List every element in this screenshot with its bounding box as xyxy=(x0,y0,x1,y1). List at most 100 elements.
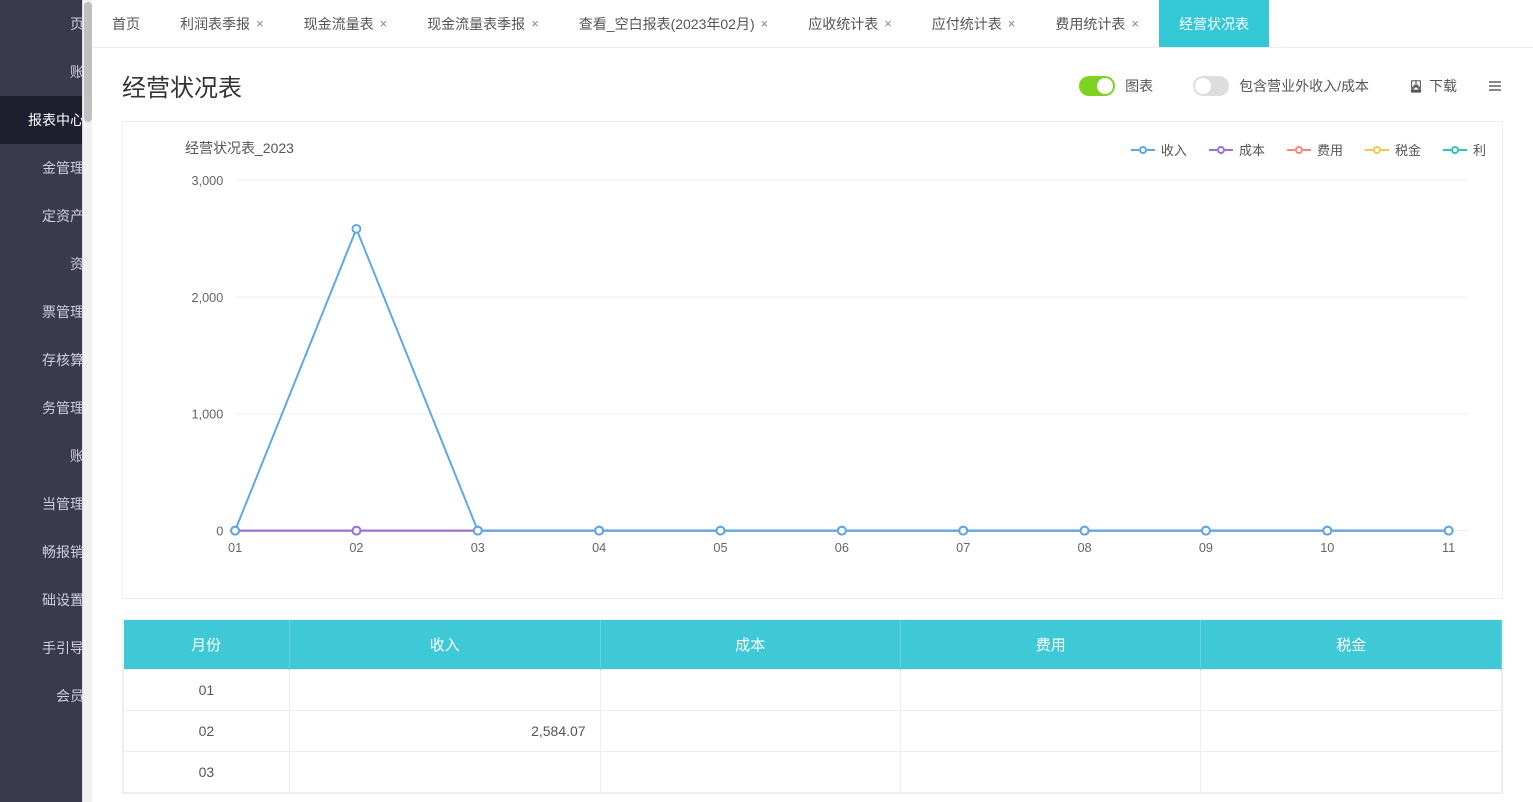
sidebar-item-3[interactable]: 金管理 xyxy=(0,144,92,192)
table-cell xyxy=(901,670,1201,711)
table-cell xyxy=(600,752,900,793)
legend-label: 费用 xyxy=(1317,140,1343,159)
svg-text:03: 03 xyxy=(471,540,485,555)
tab-2[interactable]: 现金流量表 × xyxy=(284,0,408,47)
svg-text:02: 02 xyxy=(349,540,363,555)
line-chart: 01,0002,0003,0000102030405060708091011 xyxy=(147,166,1478,586)
legend-label: 利 xyxy=(1473,140,1486,159)
legend-item[interactable]: 税金 xyxy=(1365,140,1421,159)
tab-0[interactable]: 首页 xyxy=(92,0,160,47)
tab-label: 利润表季报 xyxy=(180,14,250,34)
column-header: 成本 xyxy=(600,620,900,670)
table-cell: 02 xyxy=(124,711,290,752)
sidebar-item-1[interactable]: 账 xyxy=(0,48,92,96)
sidebar-item-10[interactable]: 当管理 xyxy=(0,480,92,528)
tab-label: 查看_空白报表(2023年02月) xyxy=(579,14,755,34)
column-header: 费用 xyxy=(901,620,1201,670)
close-icon[interactable]: × xyxy=(256,16,264,31)
sidebar-item-6[interactable]: 票管理 xyxy=(0,288,92,336)
table-cell xyxy=(1201,752,1502,793)
tab-label: 首页 xyxy=(112,14,140,34)
table-cell: 03 xyxy=(124,752,290,793)
svg-text:09: 09 xyxy=(1199,540,1213,555)
tab-label: 应付统计表 xyxy=(932,14,1002,34)
tab-label: 应收统计表 xyxy=(808,14,878,34)
legend-label: 成本 xyxy=(1239,140,1265,159)
table-cell xyxy=(600,670,900,711)
legend-item[interactable]: 利 xyxy=(1443,140,1486,159)
table-cell xyxy=(901,711,1201,752)
sidebar-item-4[interactable]: 定资产 xyxy=(0,192,92,240)
tab-label: 现金流量表季报 xyxy=(427,14,525,34)
table-cell: 01 xyxy=(124,670,290,711)
download-button[interactable]: 下载 xyxy=(1409,76,1457,96)
sidebar-item-5[interactable]: 资 xyxy=(0,240,92,288)
table-row: 03 xyxy=(124,752,1502,793)
svg-text:0: 0 xyxy=(216,524,223,539)
svg-text:04: 04 xyxy=(592,540,606,555)
close-icon[interactable]: × xyxy=(884,16,892,31)
legend-item[interactable]: 成本 xyxy=(1209,140,1265,159)
svg-text:11: 11 xyxy=(1442,540,1455,555)
table-cell: 2,584.07 xyxy=(289,711,600,752)
svg-text:01: 01 xyxy=(228,540,242,555)
column-header: 税金 xyxy=(1201,620,1502,670)
tab-label: 现金流量表 xyxy=(304,14,374,34)
legend-item[interactable]: 收入 xyxy=(1131,140,1187,159)
toggle-include-label: 包含营业外收入/成本 xyxy=(1239,76,1369,96)
tab-1[interactable]: 利润表季报 × xyxy=(160,0,284,47)
close-icon[interactable]: × xyxy=(761,16,769,31)
sidebar-scrollbar[interactable] xyxy=(82,0,92,802)
table-cell xyxy=(600,711,900,752)
toggle-chart[interactable] xyxy=(1079,76,1115,96)
tab-6[interactable]: 应付统计表 × xyxy=(912,0,1036,47)
sidebar: 页账报表中心金管理定资产资票管理存核算务管理账当管理畅报销础设置手引导会员 xyxy=(0,0,92,802)
table-cell xyxy=(289,752,600,793)
legend-label: 税金 xyxy=(1395,140,1421,159)
settings-icon[interactable] xyxy=(1487,78,1503,94)
sidebar-item-8[interactable]: 务管理 xyxy=(0,384,92,432)
sidebar-scrollbar-thumb[interactable] xyxy=(84,2,92,122)
svg-text:05: 05 xyxy=(713,540,727,555)
svg-text:10: 10 xyxy=(1320,540,1334,555)
sidebar-item-2[interactable]: 报表中心 xyxy=(0,96,92,144)
tab-label: 经营状况表 xyxy=(1179,14,1249,34)
table-cell xyxy=(289,670,600,711)
sidebar-item-11[interactable]: 畅报销 xyxy=(0,528,92,576)
toggle-chart-label: 图表 xyxy=(1125,76,1153,96)
sidebar-item-9[interactable]: 账 xyxy=(0,432,92,480)
tab-8[interactable]: 经营状况表 xyxy=(1159,0,1269,47)
data-table: 月份收入成本费用税金 01022,584.0703 xyxy=(122,619,1503,794)
column-header: 月份 xyxy=(124,620,290,670)
tab-3[interactable]: 现金流量表季报 × xyxy=(407,0,559,47)
tab-label: 费用统计表 xyxy=(1055,14,1125,34)
legend-label: 收入 xyxy=(1161,140,1187,159)
sidebar-item-14[interactable]: 会员 xyxy=(0,672,92,720)
tab-7[interactable]: 费用统计表 × xyxy=(1035,0,1159,47)
close-icon[interactable]: × xyxy=(1131,16,1139,31)
svg-text:1,000: 1,000 xyxy=(192,407,224,422)
tab-bar: 首页 利润表季报 × 现金流量表 × 现金流量表季报 × 查看_空白报表(2023年02月) ×… xyxy=(92,0,1533,48)
column-header: 收入 xyxy=(289,620,600,670)
toggle-include-nonoperating[interactable] xyxy=(1193,76,1229,96)
page-title: 经营状况表 xyxy=(122,68,242,103)
close-icon[interactable]: × xyxy=(531,16,539,31)
tab-5[interactable]: 应收统计表 × xyxy=(788,0,912,47)
chart-container: 经营状况表_2023 收入成本费用税金利 01,0002,0003,000010… xyxy=(122,121,1503,599)
table-row: 022,584.07 xyxy=(124,711,1502,752)
close-icon[interactable]: × xyxy=(1008,16,1016,31)
table-cell xyxy=(1201,670,1502,711)
sidebar-item-0[interactable]: 页 xyxy=(0,0,92,48)
svg-text:06: 06 xyxy=(835,540,849,555)
svg-text:07: 07 xyxy=(956,540,970,555)
tab-4[interactable]: 查看_空白报表(2023年02月) × xyxy=(559,0,788,47)
close-icon[interactable]: × xyxy=(380,16,388,31)
download-icon xyxy=(1409,79,1423,93)
download-label: 下载 xyxy=(1429,76,1457,96)
sidebar-item-12[interactable]: 础设置 xyxy=(0,576,92,624)
table-cell xyxy=(901,752,1201,793)
legend-item[interactable]: 费用 xyxy=(1287,140,1343,159)
sidebar-item-7[interactable]: 存核算 xyxy=(0,336,92,384)
sidebar-item-13[interactable]: 手引导 xyxy=(0,624,92,672)
svg-text:3,000: 3,000 xyxy=(192,173,224,188)
